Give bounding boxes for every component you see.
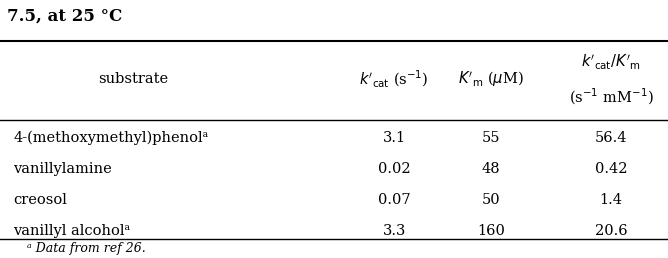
Text: 0.42: 0.42: [595, 162, 627, 176]
Text: 3.3: 3.3: [383, 224, 405, 238]
Text: 50: 50: [482, 193, 500, 207]
Text: vanillyl alcoholᵃ: vanillyl alcoholᵃ: [13, 224, 130, 238]
Text: 4-(methoxymethyl)phenolᵃ: 4-(methoxymethyl)phenolᵃ: [13, 131, 208, 145]
Text: 48: 48: [482, 162, 500, 176]
Text: $k'_{\rm cat}/K'_{\rm m}$: $k'_{\rm cat}/K'_{\rm m}$: [581, 52, 641, 71]
Text: 55: 55: [482, 131, 500, 145]
Text: 56.4: 56.4: [595, 131, 627, 145]
Text: 7.5, at 25 °C: 7.5, at 25 °C: [7, 8, 122, 25]
Text: vanillylamine: vanillylamine: [13, 162, 112, 176]
Text: 1.4: 1.4: [600, 193, 623, 207]
Text: (s$^{-1}$ mM$^{-1}$): (s$^{-1}$ mM$^{-1}$): [569, 86, 653, 107]
Text: 0.02: 0.02: [378, 162, 410, 176]
Text: ᵃ Data from ref 26.: ᵃ Data from ref 26.: [27, 243, 146, 255]
Text: 20.6: 20.6: [595, 224, 627, 238]
Text: $k'_{\rm cat}$ (s$^{-1}$): $k'_{\rm cat}$ (s$^{-1}$): [359, 69, 429, 90]
Text: creosol: creosol: [13, 193, 67, 207]
Text: 0.07: 0.07: [378, 193, 410, 207]
Text: $K'_{\rm m}$ ($\mu$M): $K'_{\rm m}$ ($\mu$M): [458, 70, 524, 89]
Text: 3.1: 3.1: [383, 131, 405, 145]
Text: 160: 160: [477, 224, 505, 238]
Text: substrate: substrate: [99, 72, 168, 86]
